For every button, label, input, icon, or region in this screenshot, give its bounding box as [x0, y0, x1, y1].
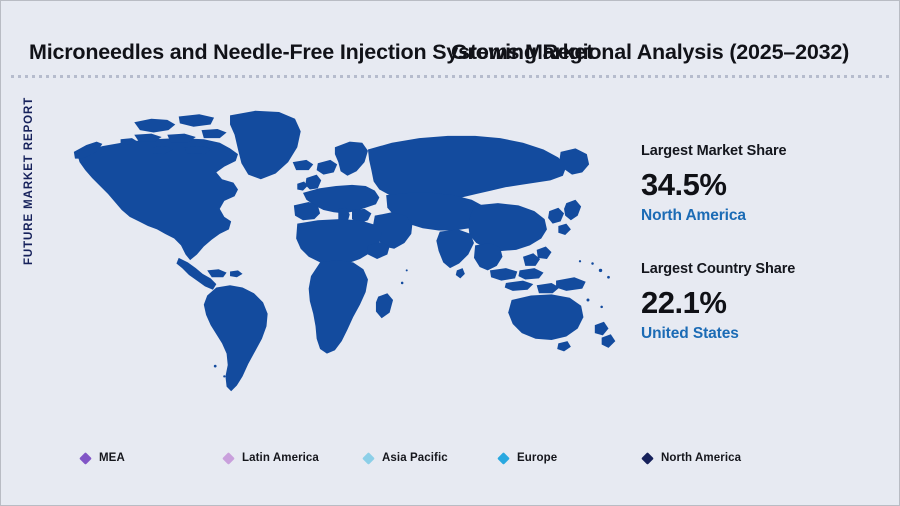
brand-vertical-label: FUTURE MARKET REPORT — [23, 96, 35, 265]
stat-label: Largest Country Share — [641, 261, 796, 277]
legend-marker-icon — [362, 451, 375, 465]
title-secondary: Growing Regional Analysis (2025–2032) — [451, 40, 850, 64]
map-legend: MEA Latin America Asia Pacific Europe No… — [79, 447, 821, 471]
world-map-svg — [73, 110, 616, 392]
stat-region: United States — [641, 325, 739, 342]
world-map — [67, 99, 637, 419]
page-title: Microneedles and Needle-Free Injection S… — [29, 39, 879, 69]
stat-label: Largest Market Share — [641, 143, 787, 159]
legend-label: North America — [661, 452, 742, 464]
legend-marker-icon — [222, 451, 235, 465]
map-landmasses — [73, 110, 616, 392]
legend-label: Europe — [517, 452, 558, 464]
legend-item-mea[interactable]: MEA — [79, 447, 125, 469]
stat-value: 34.5% — [641, 167, 727, 202]
legend-label: MEA — [99, 452, 125, 464]
legend-item-europe[interactable]: Europe — [497, 447, 558, 469]
legend-marker-icon — [497, 451, 510, 465]
legend-marker-icon — [641, 451, 654, 465]
legend-item-asia-pacific[interactable]: Asia Pacific — [362, 447, 448, 469]
legend-item-north-america[interactable]: North America — [641, 447, 742, 469]
legend-label: Asia Pacific — [382, 452, 448, 464]
stat-value: 22.1% — [641, 285, 727, 320]
header-divider — [11, 75, 891, 78]
stats-panel: Largest Market Share 34.5% North America… — [641, 141, 891, 345]
legend-item-latin-america[interactable]: Latin America — [222, 447, 319, 469]
legend-label: Latin America — [242, 452, 319, 464]
stat-block-market-share: Largest Market Share 34.5% North America — [641, 141, 891, 227]
stat-region: North America — [641, 207, 746, 224]
legend-marker-icon — [79, 451, 92, 465]
title-primary: Microneedles and Needle-Free Injection S… — [29, 40, 594, 64]
stat-block-country-share: Largest Country Share 22.1% United State… — [641, 259, 891, 345]
header: Microneedles and Needle-Free Injection S… — [1, 1, 899, 78]
